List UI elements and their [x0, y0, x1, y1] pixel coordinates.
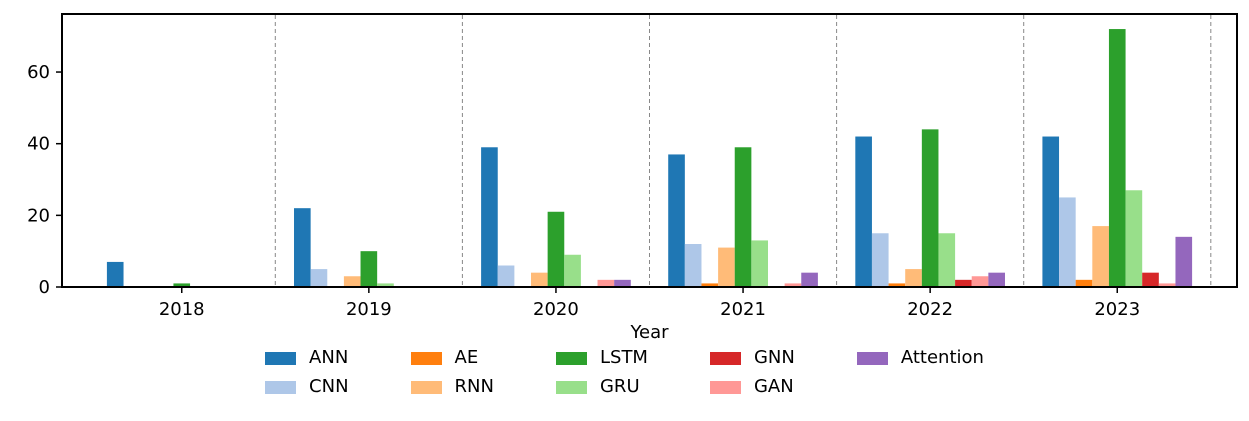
- bar-cnn-2019: [310, 269, 328, 287]
- bar-ae-2023: [1075, 279, 1093, 287]
- bar-attention-2023: [1175, 236, 1193, 287]
- legend-item-ae: AE: [410, 347, 494, 368]
- bar-rnn-2023: [1092, 226, 1109, 287]
- legend-swatch-rnn: [410, 380, 442, 394]
- y-tick-label: 40: [27, 134, 50, 155]
- bar-gru-2022: [938, 233, 956, 287]
- legend-label-attention: Attention: [900, 347, 984, 368]
- bar-ann-2018: [106, 261, 124, 287]
- bar-lstm-2020: [547, 211, 565, 287]
- bar-lstm-2023: [1108, 29, 1126, 288]
- legend-label-gan: GAN: [753, 376, 794, 397]
- bar-ann-2023: [1042, 136, 1060, 287]
- legend-column: AE RNN: [410, 347, 494, 397]
- y-tick-label: 60: [27, 62, 50, 83]
- bar-lstm-2018: [173, 283, 191, 287]
- legend-column: LSTM GRU: [555, 347, 648, 397]
- legend-item-gnn: GNN: [709, 347, 795, 368]
- bar-gnn-2023: [1142, 272, 1159, 287]
- legend-swatch-gan: [709, 380, 741, 394]
- legend-item-lstm: LSTM: [555, 347, 648, 368]
- bar-gru-2019: [377, 283, 394, 287]
- bar-gru-2020: [564, 254, 581, 287]
- legend-item-rnn: RNN: [410, 376, 494, 397]
- legend-swatch-ann: [265, 351, 297, 365]
- x-tick-label: 2021: [720, 299, 766, 320]
- legend-swatch-attention: [856, 351, 888, 365]
- chart-plot-area: 0 20 40 60 2018 2019 2020 2021 2022 2023 Year: [27, 13, 1238, 343]
- legend-swatch-cnn: [265, 380, 297, 394]
- legend-item-gru: GRU: [555, 376, 648, 397]
- legend-column: ANN CNN: [265, 348, 349, 397]
- bar-lstm-2019: [360, 251, 378, 287]
- bar-rnn-2022: [905, 269, 922, 287]
- bar-lstm-2022: [921, 129, 939, 287]
- bar-attention-2021: [801, 272, 818, 287]
- x-tick-label: 2023: [1094, 299, 1140, 320]
- x-tick-label: 2019: [346, 299, 392, 320]
- bar-cnn-2022: [871, 233, 889, 287]
- y-tick-label: 20: [27, 205, 50, 226]
- x-tick-label: 2018: [159, 299, 205, 320]
- bar-gru-2021: [751, 240, 768, 287]
- legend-label-ae: AE: [454, 347, 479, 368]
- bar-attention-2022: [988, 272, 1005, 287]
- bar-ann-2022: [855, 136, 872, 287]
- bar-gan-2021: [784, 283, 802, 287]
- legend-swatch-lstm: [555, 351, 587, 365]
- plot-frame: [61, 13, 1238, 288]
- bar-ann-2020: [481, 147, 498, 287]
- legend-swatch-gru: [555, 380, 587, 394]
- bar-ann-2019: [294, 208, 311, 287]
- bar-ann-2021: [668, 154, 685, 287]
- bar-cnn-2021: [684, 244, 702, 287]
- bar-rnn-2020: [531, 272, 548, 287]
- bar-ae-2022: [888, 283, 906, 287]
- bar-gan-2022: [971, 276, 989, 287]
- bar-rnn-2019: [343, 276, 361, 287]
- legend-label-cnn: CNN: [309, 376, 349, 397]
- legend-swatch-gnn: [709, 351, 741, 365]
- legend-swatch-ae: [410, 351, 442, 365]
- bar-gan-2023: [1158, 283, 1176, 287]
- bar-cnn-2020: [497, 265, 515, 287]
- legend-label-gnn: GNN: [753, 347, 795, 368]
- bar-rnn-2021: [718, 247, 735, 287]
- bar-gan-2020: [597, 279, 615, 287]
- legend-item-ann: ANN: [265, 348, 349, 368]
- bar-attention-2020: [614, 279, 631, 287]
- x-tick-label: 2022: [907, 299, 953, 320]
- bar-lstm-2021: [734, 147, 752, 287]
- y-tick-label: 0: [39, 277, 50, 298]
- legend-label-gru: GRU: [599, 376, 640, 397]
- legend-label-ann: ANN: [309, 347, 349, 368]
- bar-ae-2021: [701, 283, 719, 287]
- legend-label-rnn: RNN: [454, 376, 494, 397]
- legend-item-cnn: CNN: [265, 377, 349, 397]
- legend-column: Attention: [856, 347, 984, 368]
- legend-item-gan: GAN: [709, 376, 795, 397]
- bar-gru-2023: [1125, 190, 1143, 287]
- legend-column: GNN GAN: [709, 347, 795, 397]
- legend-label-lstm: LSTM: [599, 347, 648, 368]
- legend-item-attention: Attention: [856, 347, 984, 368]
- x-tick-label: 2020: [533, 299, 579, 320]
- bar-gnn-2022: [955, 279, 972, 287]
- x-axis-title: Year: [629, 322, 669, 343]
- bar-cnn-2023: [1059, 197, 1076, 287]
- chart-legend: ANN CNN AE RNN LSTM GRU GNN GAN Attention: [0, 348, 1249, 397]
